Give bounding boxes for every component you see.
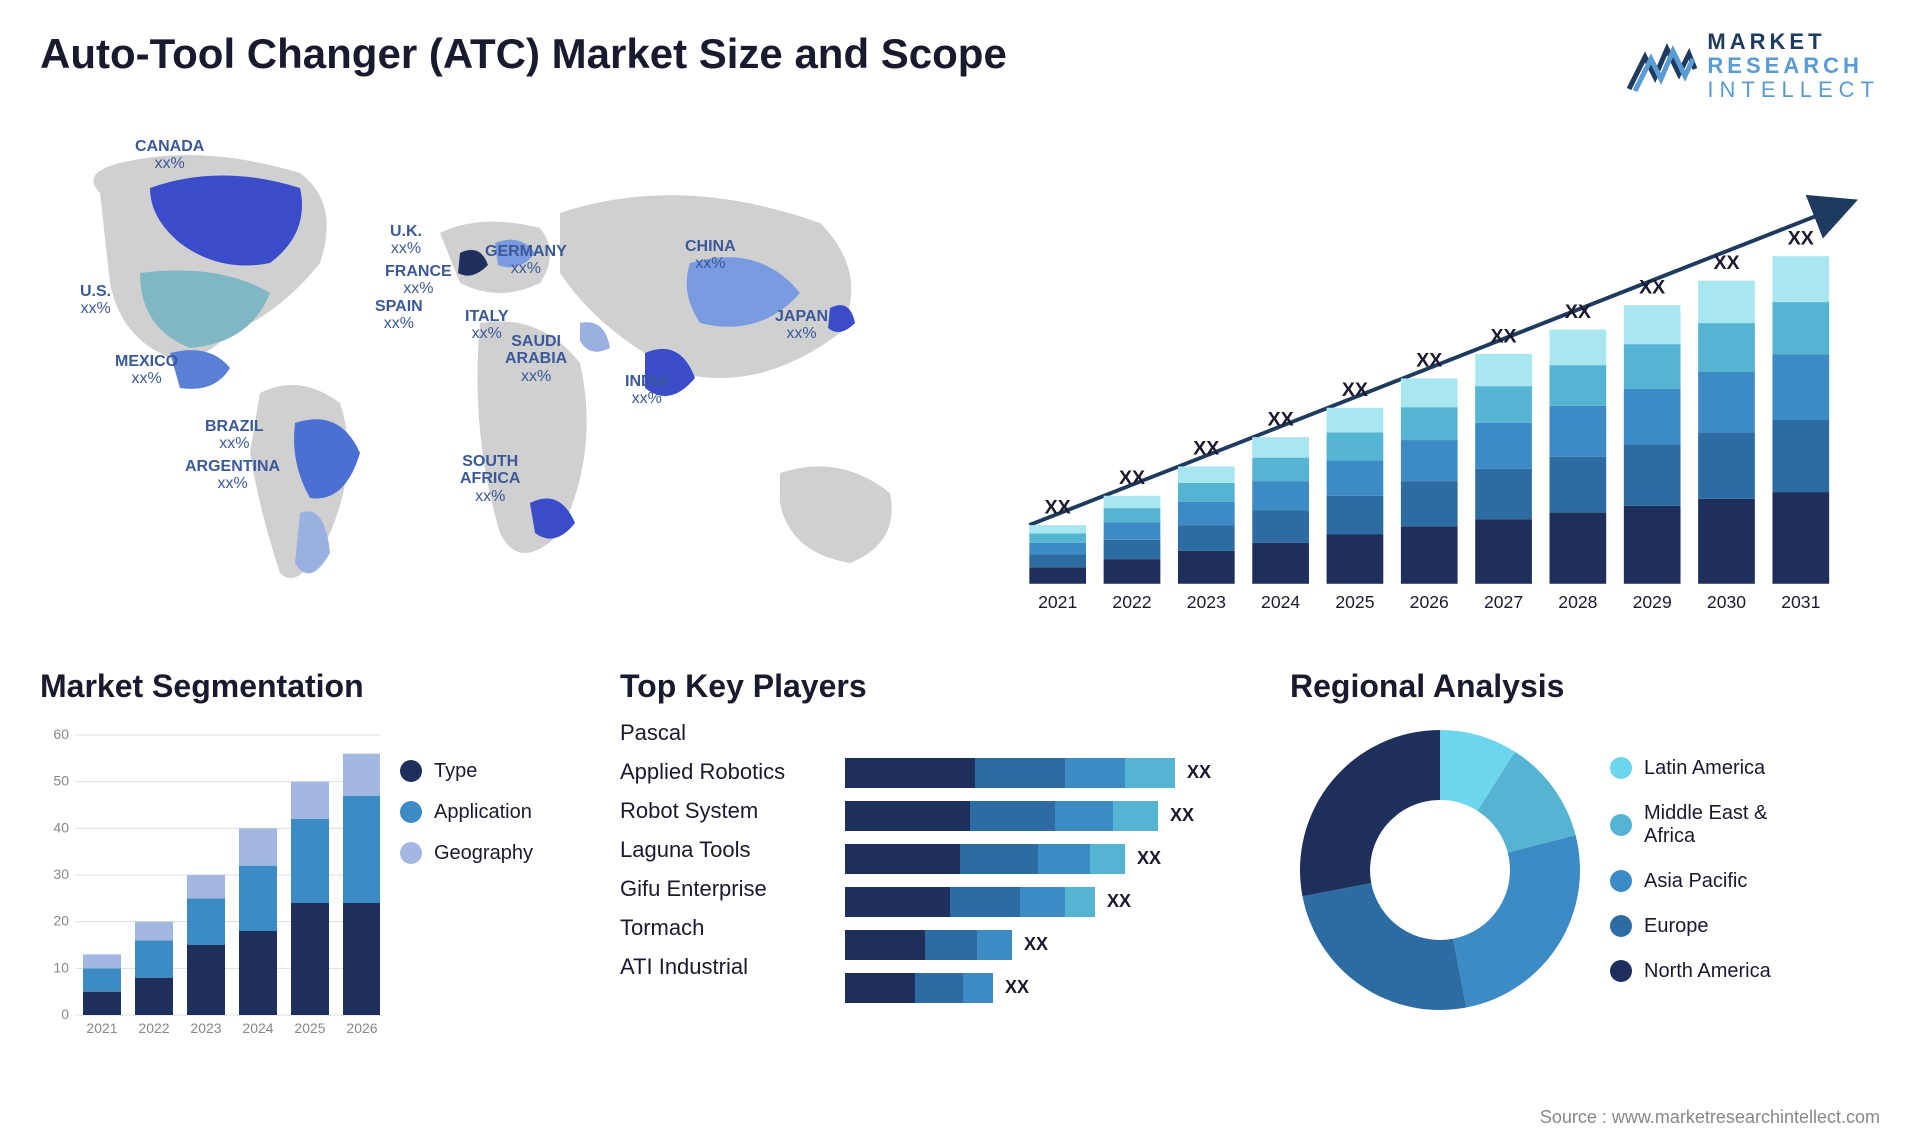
keyplayers-labels: Pascal Applied Robotics Robot System Laguna… xyxy=(620,720,835,1003)
map-label: CHINAxx% xyxy=(685,238,736,273)
svg-text:30: 30 xyxy=(53,866,69,882)
brand-logo: MARKET RESEARCH INTELLECT xyxy=(1627,30,1880,103)
svg-text:10: 10 xyxy=(53,959,69,975)
svg-text:2025: 2025 xyxy=(294,1020,325,1036)
svg-text:XX: XX xyxy=(1565,300,1591,322)
svg-text:XX: XX xyxy=(1045,496,1071,518)
map-label: SPAINxx% xyxy=(375,298,423,333)
keyplayers-bars: XX XX XX XX XX XX xyxy=(845,720,1260,1003)
map-label: JAPANxx% xyxy=(775,308,828,343)
svg-text:2026: 2026 xyxy=(346,1020,377,1036)
svg-text:2023: 2023 xyxy=(190,1020,221,1036)
svg-text:XX: XX xyxy=(1639,276,1665,298)
segmentation-chart: 0 10 20 30 40 50 60 2021 2022 2023 2024 2025 2026 xyxy=(40,720,380,1050)
svg-text:2021: 2021 xyxy=(86,1020,117,1036)
regional-title: Regional Analysis xyxy=(1290,668,1880,705)
svg-text:2021: 2021 xyxy=(1038,592,1077,612)
keyplayer-name: Applied Robotics xyxy=(620,759,835,785)
svg-text:2023: 2023 xyxy=(1187,592,1226,612)
regional-legend: Latin America Middle East &Africa Asia Pac… xyxy=(1610,757,1771,983)
svg-text:0: 0 xyxy=(61,1006,69,1022)
keyplayer-bar: XX xyxy=(845,801,1260,831)
map-label: SOUTHAFRICAxx% xyxy=(460,453,520,506)
svg-text:2022: 2022 xyxy=(1112,592,1151,612)
svg-text:2028: 2028 xyxy=(1558,592,1597,612)
svg-text:2030: 2030 xyxy=(1707,592,1746,612)
legend-item: Asia Pacific xyxy=(1610,870,1771,893)
legend-item: Application xyxy=(400,801,533,824)
map-label: ITALYxx% xyxy=(465,308,509,343)
keyplayer-name: Robot System xyxy=(620,798,835,824)
map-label: CANADAxx% xyxy=(135,138,204,173)
svg-text:2025: 2025 xyxy=(1335,592,1374,612)
legend-item: Europe xyxy=(1610,915,1771,938)
segmentation-legend: Type Application Geography xyxy=(400,720,533,1050)
svg-text:XX: XX xyxy=(1342,379,1368,401)
svg-text:XX: XX xyxy=(1119,467,1145,489)
map-label: INDIAxx% xyxy=(625,373,669,408)
keyplayer-bar: XX xyxy=(845,973,1260,1003)
map-label: U.S.xx% xyxy=(80,283,111,318)
svg-text:2031: 2031 xyxy=(1781,592,1820,612)
svg-text:2026: 2026 xyxy=(1410,592,1449,612)
svg-text:2029: 2029 xyxy=(1633,592,1672,612)
svg-text:XX: XX xyxy=(1268,408,1294,430)
keyplayer-name: Pascal xyxy=(620,720,835,746)
svg-text:XX: XX xyxy=(1713,251,1739,273)
svg-text:XX: XX xyxy=(1193,437,1219,459)
logo-text-2: RESEARCH xyxy=(1707,54,1880,78)
world-map: CANADAxx% U.S.xx% MEXICOxx% BRAZILxx% ARGENT… xyxy=(40,123,960,643)
map-label: ARGENTINAxx% xyxy=(185,458,280,493)
growth-bar-chart: XX 2021 XX 2022 XX 2023 XX 2024 XX 2025 XX 2026 XX 20… xyxy=(1000,123,1880,643)
svg-text:XX: XX xyxy=(1491,325,1517,347)
keyplayer-bar: XX xyxy=(845,887,1260,917)
segmentation-title: Market Segmentation xyxy=(40,668,590,705)
logo-text-1: MARKET xyxy=(1707,30,1880,54)
legend-item: Middle East &Africa xyxy=(1610,802,1771,848)
svg-text:2027: 2027 xyxy=(1484,592,1523,612)
keyplayer-bar: XX xyxy=(845,930,1260,960)
legend-item: Geography xyxy=(400,842,533,865)
map-label: MEXICOxx% xyxy=(115,353,178,388)
svg-text:50: 50 xyxy=(53,772,69,788)
svg-text:XX: XX xyxy=(1416,349,1442,371)
page-title: Auto-Tool Changer (ATC) Market Size and … xyxy=(40,30,1007,78)
svg-text:60: 60 xyxy=(53,726,69,742)
map-label: U.K.xx% xyxy=(390,223,422,258)
legend-item: North America xyxy=(1610,960,1771,983)
svg-text:XX: XX xyxy=(1788,227,1814,249)
keyplayer-name: ATI Industrial xyxy=(620,954,835,980)
source-line: Source : www.marketresearchintellect.com xyxy=(1540,1107,1880,1128)
keyplayer-name: Laguna Tools xyxy=(620,837,835,863)
legend-item: Latin America xyxy=(1610,757,1771,780)
map-label: GERMANYxx% xyxy=(485,243,567,278)
svg-text:40: 40 xyxy=(53,819,69,835)
map-label: FRANCExx% xyxy=(385,263,452,298)
map-label: SAUDIARABIAxx% xyxy=(505,333,567,386)
regional-donut xyxy=(1290,720,1590,1020)
keyplayers-title: Top Key Players xyxy=(620,668,1260,705)
legend-item: Type xyxy=(400,760,533,783)
logo-icon xyxy=(1627,39,1697,94)
svg-text:2024: 2024 xyxy=(1261,592,1300,612)
keyplayer-name: Gifu Enterprise xyxy=(620,876,835,902)
logo-text-3: INTELLECT xyxy=(1707,78,1880,102)
keyplayer-bar: XX xyxy=(845,758,1260,788)
map-label: BRAZILxx% xyxy=(205,418,264,453)
svg-text:2024: 2024 xyxy=(242,1020,273,1036)
svg-text:20: 20 xyxy=(53,912,69,928)
svg-text:2022: 2022 xyxy=(138,1020,169,1036)
keyplayer-bar: XX xyxy=(845,844,1260,874)
keyplayer-name: Tormach xyxy=(620,915,835,941)
